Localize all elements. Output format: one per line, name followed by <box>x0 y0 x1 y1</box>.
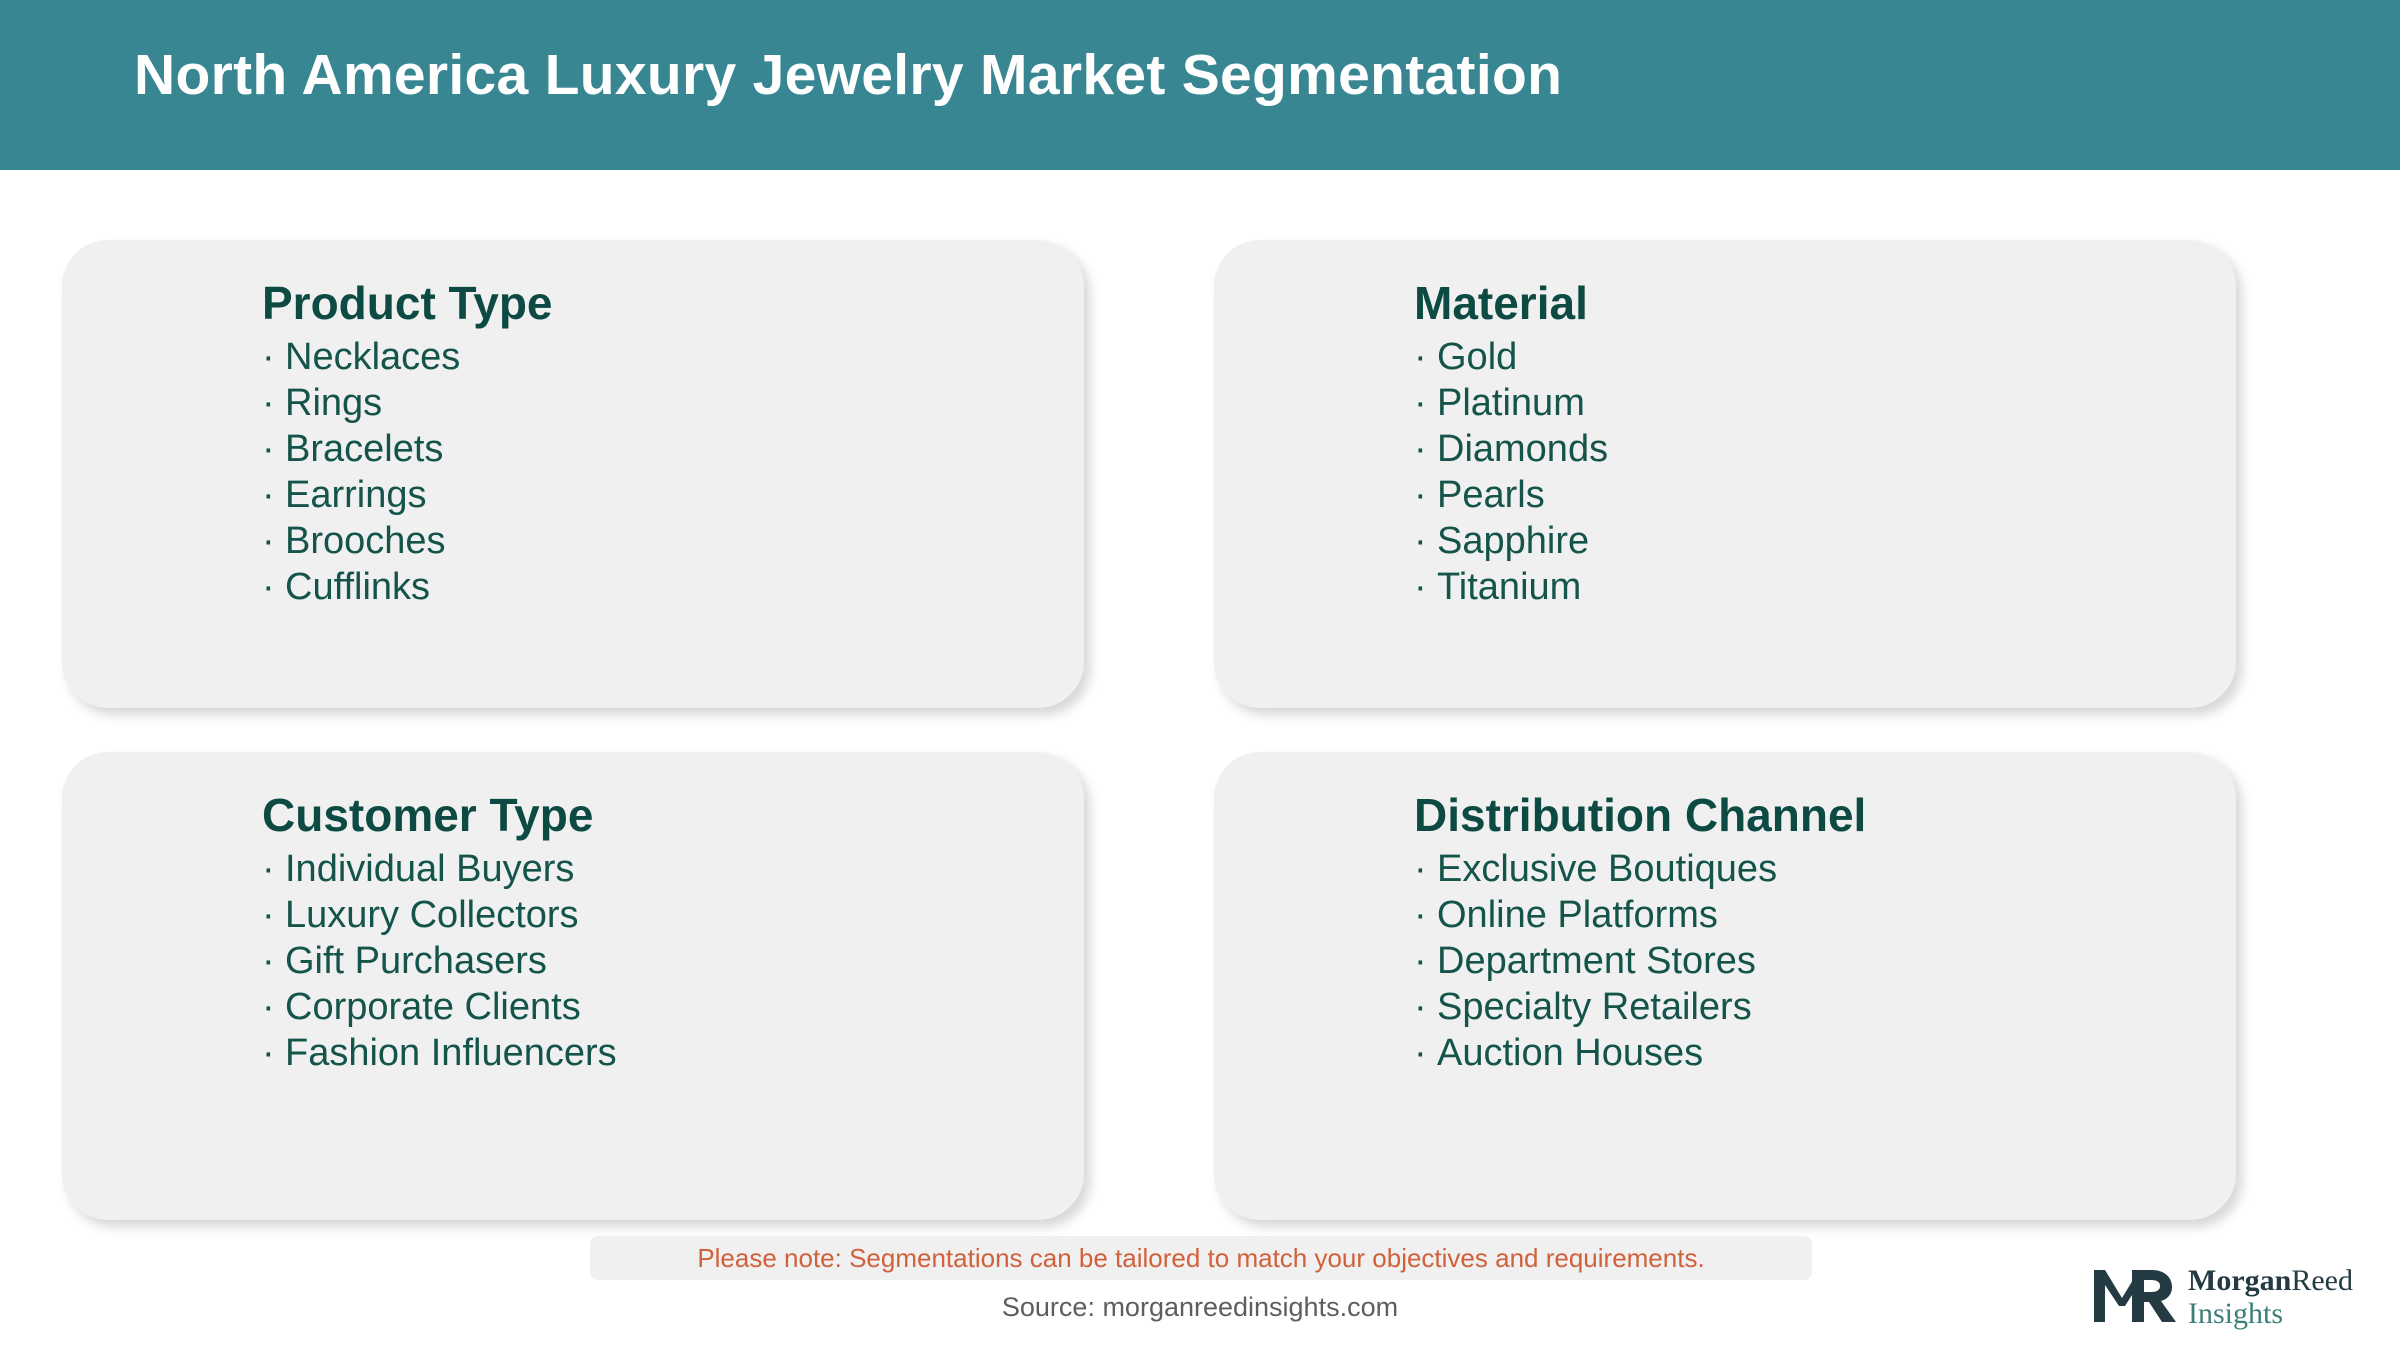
list-item-label: Luxury Collectors <box>285 893 579 936</box>
logo-name-bold: Morgan <box>2188 1264 2292 1297</box>
card-title: Customer Type <box>262 789 594 841</box>
bullet-icon: · <box>1414 893 1427 936</box>
list-item-label: Gold <box>1437 335 1518 378</box>
bullet-icon: · <box>1414 565 1427 608</box>
list-item-label: Platinum <box>1437 381 1585 424</box>
note-text: Please note: Segmentations can be tailor… <box>697 1243 1705 1273</box>
note-banner: Please note: Segmentations can be tailor… <box>590 1236 1812 1280</box>
bullet-icon: · <box>1414 335 1427 378</box>
list-item-label: Necklaces <box>285 335 461 378</box>
segmentation-card-material: Material · Gold · Platinum · Diamonds · Pear… <box>1214 240 2236 708</box>
card-body: Distribution Channel · Exclusive Boutique… <box>1414 789 2206 1076</box>
list-item: · Necklaces <box>262 334 1054 380</box>
logo-tagline: Insights <box>2188 1297 2284 1330</box>
list-item-label: Auction Houses <box>1437 1031 1704 1074</box>
bullet-icon: · <box>262 565 275 608</box>
list-item: · Auction Houses <box>1414 1030 2206 1076</box>
card-title: Distribution Channel <box>1414 789 1867 841</box>
segmentation-card-customer-type: Customer Type · Individual Buyers · Luxury… <box>62 752 1084 1220</box>
logo-name-regular: Reed <box>2291 1264 2353 1297</box>
list-item-label: Exclusive Boutiques <box>1437 847 1778 890</box>
list-item: · Department Stores <box>1414 938 2206 984</box>
list-item-label: Titanium <box>1437 565 1582 608</box>
bullet-icon: · <box>262 427 275 470</box>
card-body: Material · Gold · Platinum · Diamonds · Pear… <box>1414 277 2206 610</box>
list-item: · Fashion Influencers <box>262 1030 1054 1076</box>
list-item: · Rings <box>262 380 1054 426</box>
list-item: · Earrings <box>262 472 1054 518</box>
bullet-icon: · <box>262 939 275 982</box>
list-item-label: Rings <box>285 381 383 424</box>
list-item: · Pearls <box>1414 472 2206 518</box>
source-text: Source: morganreedinsights.com <box>1001 1292 1399 1322</box>
list-item: · Cufflinks <box>262 564 1054 610</box>
card-title: Material <box>1414 277 1588 329</box>
page-title: North America Luxury Jewelry Market Segm… <box>134 43 1563 107</box>
bullet-icon: · <box>262 473 275 516</box>
list-item: · Gift Purchasers <box>262 938 1054 984</box>
list-item: · Specialty Retailers <box>1414 984 2206 1030</box>
list-item-label: Brooches <box>285 519 446 562</box>
list-item-label: Specialty Retailers <box>1437 985 1752 1028</box>
list-item-label: Corporate Clients <box>285 985 581 1028</box>
list-item: · Gold <box>1414 334 2206 380</box>
list-item-label: Diamonds <box>1437 427 1609 470</box>
list-item: · Exclusive Boutiques <box>1414 846 2206 892</box>
list-item: · Luxury Collectors <box>262 892 1054 938</box>
list-item: · Bracelets <box>262 426 1054 472</box>
card-title: Product Type <box>262 277 553 329</box>
list-item-label: Fashion Influencers <box>285 1031 617 1074</box>
list-item-label: Earrings <box>285 473 427 516</box>
list-item: · Diamonds <box>1414 426 2206 472</box>
bullet-icon: · <box>1414 427 1427 470</box>
brand-logo: MorganReed Insights <box>2092 1264 2362 1330</box>
bullet-icon: · <box>262 335 275 378</box>
list-item-label: Department Stores <box>1437 939 1756 982</box>
mr-monogram-icon <box>2092 1268 2178 1324</box>
card-item-list: · Exclusive Boutiques · Online Platforms ·… <box>1414 846 2206 1076</box>
bullet-icon: · <box>1414 939 1427 982</box>
bullet-icon: · <box>1414 519 1427 562</box>
list-item: · Platinum <box>1414 380 2206 426</box>
page-footer: Please note: Segmentations can be tailor… <box>0 1210 2400 1350</box>
card-item-list: · Necklaces · Rings · Bracelets · Earrings ·… <box>262 334 1054 610</box>
list-item: · Sapphire <box>1414 518 2206 564</box>
page-header: North America Luxury Jewelry Market Segm… <box>0 0 2400 170</box>
card-item-list: · Gold · Platinum · Diamonds · Pearls · Sapph… <box>1414 334 2206 610</box>
segmentation-card-grid: Product Type · Necklaces · Rings · Bracelet… <box>0 170 2400 1220</box>
segmentation-card-distribution-channel: Distribution Channel · Exclusive Boutique… <box>1214 752 2236 1220</box>
card-body: Product Type · Necklaces · Rings · Bracelet… <box>262 277 1054 610</box>
list-item: · Online Platforms <box>1414 892 2206 938</box>
list-item-label: Online Platforms <box>1437 893 1718 936</box>
list-item-label: Individual Buyers <box>285 847 575 890</box>
list-item-label: Cufflinks <box>285 565 431 608</box>
list-item: · Titanium <box>1414 564 2206 610</box>
list-item-label: Bracelets <box>285 427 444 470</box>
logo-company-name: MorganReed <box>2188 1264 2368 1298</box>
bullet-icon: · <box>1414 847 1427 890</box>
list-item-label: Gift Purchasers <box>285 939 547 982</box>
bullet-icon: · <box>1414 473 1427 516</box>
bullet-icon: · <box>262 381 275 424</box>
list-item-label: Pearls <box>1437 473 1545 516</box>
bullet-icon: · <box>1414 381 1427 424</box>
bullet-icon: · <box>262 985 275 1028</box>
bullet-icon: · <box>262 893 275 936</box>
bullet-icon: · <box>1414 985 1427 1028</box>
card-body: Customer Type · Individual Buyers · Luxury… <box>262 789 1054 1076</box>
list-item: · Brooches <box>262 518 1054 564</box>
segmentation-card-product-type: Product Type · Necklaces · Rings · Bracelet… <box>62 240 1084 708</box>
bullet-icon: · <box>1414 1031 1427 1074</box>
bullet-icon: · <box>262 519 275 562</box>
list-item: · Corporate Clients <box>262 984 1054 1030</box>
logo-wordmark: MorganReed Insights <box>2188 1264 2368 1330</box>
list-item-label: Sapphire <box>1437 519 1590 562</box>
card-item-list: · Individual Buyers · Luxury Collectors · G… <box>262 846 1054 1076</box>
list-item: · Individual Buyers <box>262 846 1054 892</box>
bullet-icon: · <box>262 847 275 890</box>
bullet-icon: · <box>262 1031 275 1074</box>
